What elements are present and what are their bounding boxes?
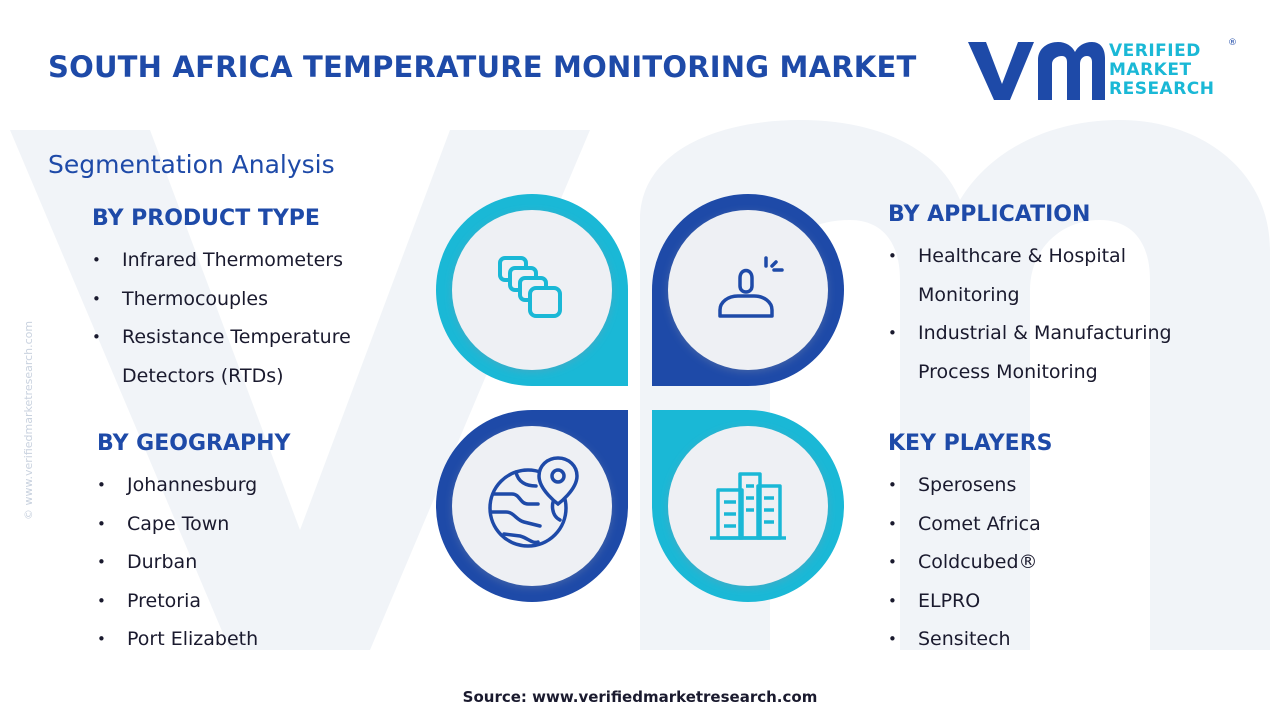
list-item: ELPRO [888,582,1052,621]
key-players-list: Sperosens Comet Africa Coldcubed® ELPRO … [888,466,1052,659]
registered-mark: ® [1228,38,1237,48]
segmentation-title: Segmentation Analysis [48,150,335,179]
list-item: Coldcubed® [888,543,1052,582]
list-item: Cape Town [97,505,290,544]
application-list: Healthcare & Hospital Monitoring Industr… [888,237,1172,391]
petal-bottom-right [652,410,844,602]
list-item-text: Healthcare & Hospital [918,245,1126,267]
list-item: Industrial & Manufacturing Process Monit… [888,314,1172,391]
brand-line-1: VERIFIED [1109,41,1201,61]
list-item: Healthcare & Hospital Monitoring [888,237,1172,314]
geography-heading: BY GEOGRAPHY [97,431,291,456]
list-item-text: Pretoria [127,589,202,612]
key-players-section: KEY PLAYERS Sperosens Comet Africa Coldc… [888,431,1052,659]
list-item-text-continued: Monitoring [918,283,1020,306]
side-copyright: © www.verifiedmarketresearch.com [22,320,35,520]
list-item-text: Port Elizabeth [127,628,259,650]
petal-bottom-left [436,410,628,602]
brand-line-2: MARKET [1109,60,1192,80]
list-item: Sensitech [888,620,1052,659]
list-item: Pretoria [97,582,290,621]
city-buildings-icon [710,472,786,540]
globe-location-icon [488,456,579,548]
list-item-text: Industrial & Manufacturing [918,322,1172,344]
list-item-text: Thermocouples [122,287,268,310]
geography-list: Johannesburg Cape Town Durban Pretoria P… [97,466,290,659]
geography-section: BY GEOGRAPHY Johannesburg Cape Town Durb… [97,431,290,659]
brand-line-3: RESEARCH [1109,79,1215,99]
list-item-text: Coldcubed® [918,551,1038,573]
list-item: Resistance Temperature Detectors (RTDs) [92,318,351,395]
list-item-text-continued: Process Monitoring [918,360,1098,383]
brand-name: VERIFIED MARKET RESEARCH [1109,42,1215,99]
application-heading: BY APPLICATION [888,202,1091,227]
list-item: Port Elizabeth [97,620,290,659]
list-item: Sperosens [888,466,1052,505]
brand-logo: VERIFIED MARKET RESEARCH ® [966,38,1237,104]
segmentation-quadrant-graphic [436,194,844,602]
list-item-text: ELPRO [918,589,981,612]
list-item: Durban [97,543,290,582]
list-item-text: Durban [127,551,198,573]
list-item-text: Sensitech [918,628,1011,650]
key-players-heading: KEY PLAYERS [888,431,1053,456]
user-profile-icon [718,256,784,318]
product-type-section: BY PRODUCT TYPE Infrared Thermometers Th… [92,206,351,395]
source-citation: Source: www.verifiedmarketresearch.com [462,688,818,706]
list-item-text: Comet Africa [918,512,1041,535]
vmr-logo-mark [968,42,1105,100]
product-type-list: Infrared Thermometers Thermocouples Resi… [92,241,351,395]
list-item: Comet Africa [888,505,1052,544]
list-item: Thermocouples [92,280,351,319]
list-item-text: Infrared Thermometers [122,249,343,271]
list-item: Infrared Thermometers [92,241,351,280]
list-item-text-continued: Detectors (RTDs) [122,364,284,387]
list-item-text: Resistance Temperature [122,326,351,348]
list-item-text: Sperosens [918,474,1017,496]
product-type-heading: BY PRODUCT TYPE [92,206,320,231]
application-section: BY APPLICATION Healthcare & Hospital Mon… [888,202,1172,391]
list-item: Johannesburg [97,466,290,505]
layers-icon [498,256,562,318]
list-item-text: Cape Town [127,512,230,535]
list-item-text: Johannesburg [127,474,258,496]
page-title: SOUTH AFRICA TEMPERATURE MONITORING MARK… [48,50,917,84]
